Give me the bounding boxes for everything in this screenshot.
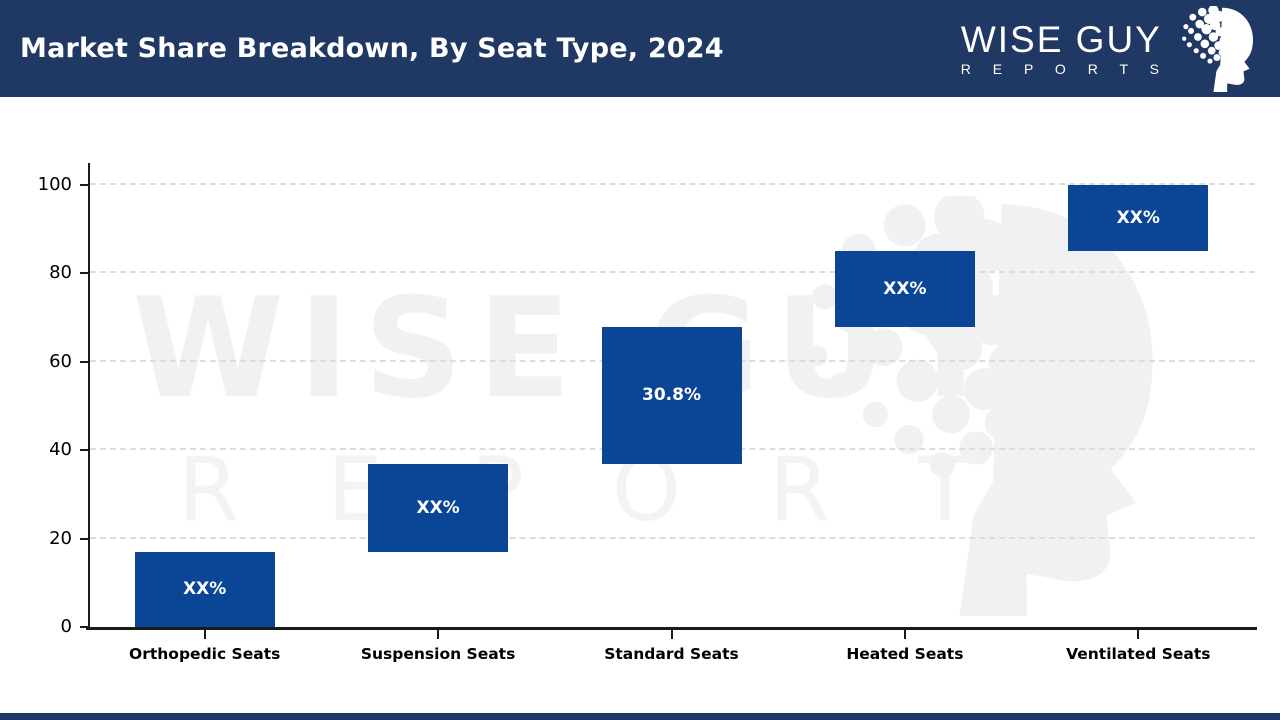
logo: WISE GUY R E P O R T S [955, 5, 1262, 92]
header: Market Share Breakdown, By Seat Type, 20… [0, 0, 1280, 97]
bar-segment: 30.8% [601, 327, 742, 464]
y-tick [80, 184, 88, 187]
gridline [90, 536, 1255, 539]
bar-segment: XX% [1068, 185, 1209, 251]
x-tick [670, 630, 673, 639]
y-tick-label: 0 [60, 616, 72, 637]
y-tick [80, 449, 88, 452]
x-category-label: Heated Seats [846, 645, 964, 663]
bar-segment: XX% [368, 463, 509, 552]
x-tick [437, 630, 440, 639]
x-category-label: Standard Seats [604, 645, 739, 663]
x-axis-line [86, 627, 1257, 630]
footer-bar [0, 713, 1280, 720]
y-tick-label: 20 [49, 527, 72, 549]
logo-text: WISE GUY R E P O R T S [955, 21, 1168, 76]
x-tick [903, 630, 906, 639]
x-category-label: Ventilated Seats [1066, 645, 1211, 663]
y-tick [80, 626, 88, 628]
y-tick [80, 360, 88, 363]
logo-wordmark: WISE GUY [960, 19, 1162, 60]
bar-segment: XX% [134, 551, 275, 627]
y-tick-label: 40 [49, 439, 72, 461]
gridline [90, 271, 1255, 274]
gridline [90, 183, 1255, 186]
x-category-label: Suspension Seats [360, 645, 516, 663]
bar-value-label: 30.8% [642, 385, 701, 406]
y-axis-line [88, 163, 90, 627]
bar-value-label: XX% [183, 579, 227, 600]
y-tick [80, 272, 88, 275]
y-tick [80, 537, 88, 540]
bar-value-label: XX% [1116, 207, 1160, 228]
bar-value-label: XX% [883, 278, 927, 299]
logo-head-icon [1182, 5, 1253, 92]
bar-value-label: XX% [416, 497, 460, 518]
plot-area: 0 20 40 60 80 100 XX% Orthopedic Seats XX% Suspen… [38, 163, 1257, 663]
x-tick [1137, 630, 1140, 639]
page-title: Market Share Breakdown, By Seat Type, 20… [20, 33, 724, 64]
bar-segment: XX% [834, 250, 975, 328]
x-category-label: Orthopedic Seats [129, 645, 281, 663]
logo-subtext: R E P O R T S [960, 61, 1168, 77]
y-tick-label: 100 [37, 174, 72, 196]
y-tick-label: 60 [49, 350, 72, 372]
y-tick-label: 80 [49, 262, 72, 284]
x-tick [203, 630, 206, 639]
